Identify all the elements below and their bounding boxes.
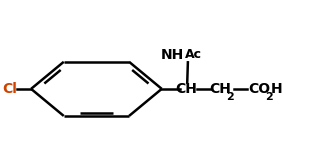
Text: CO: CO	[248, 82, 270, 96]
Text: Cl: Cl	[2, 82, 17, 96]
Text: CH: CH	[175, 82, 197, 96]
Text: 2: 2	[226, 93, 234, 102]
Text: 2: 2	[265, 93, 273, 102]
Text: Ac: Ac	[185, 48, 202, 61]
Text: CH: CH	[209, 82, 231, 96]
Text: H: H	[271, 82, 283, 96]
Text: NH: NH	[161, 48, 184, 62]
